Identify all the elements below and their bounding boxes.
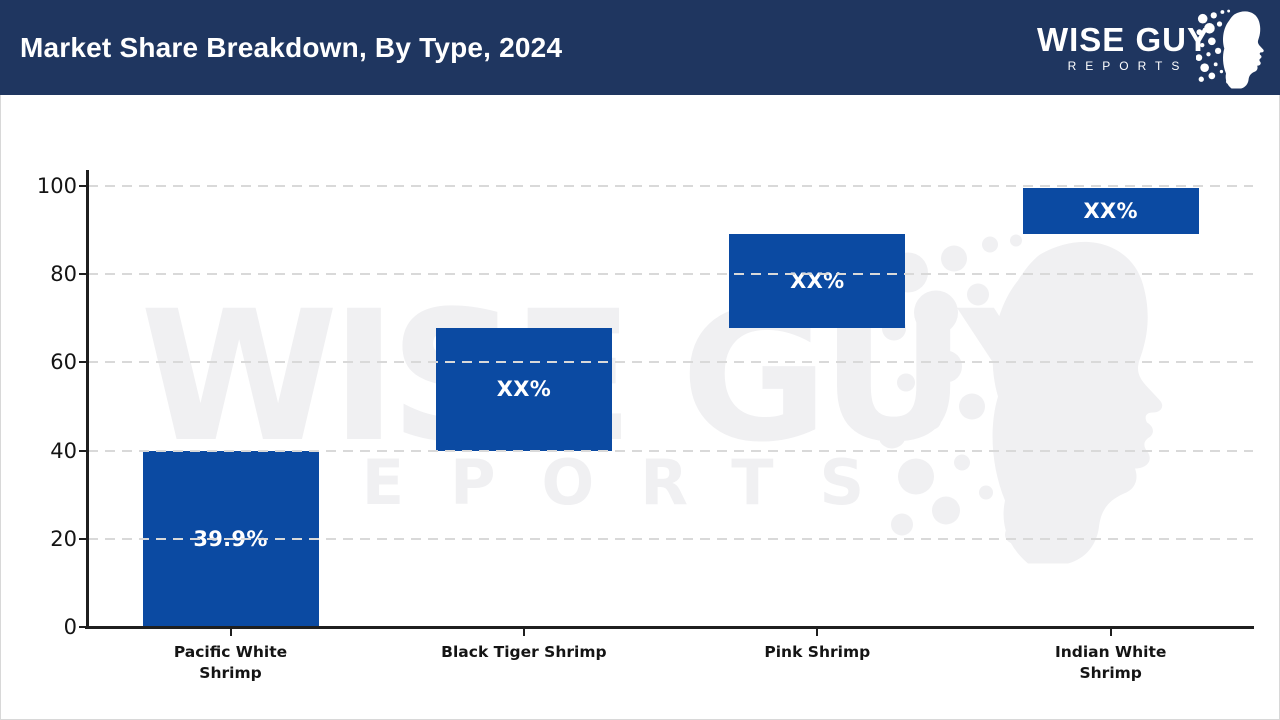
- logo-wordmark: WISE GUY: [1036, 21, 1210, 58]
- y-tick-label: 0: [63, 615, 77, 639]
- x-category-label: Pink Shrimp: [667, 642, 967, 663]
- y-axis-tick: [79, 449, 87, 452]
- gridline: [88, 185, 1253, 187]
- y-tick-label: 40: [50, 438, 77, 463]
- x-axis-tick: [1109, 629, 1112, 636]
- y-tick-label: 100: [36, 174, 77, 198]
- x-category-label-line: Pacific White: [173, 643, 288, 661]
- y-axis-tick: [79, 626, 87, 628]
- bar-value-label: XX%: [790, 268, 845, 293]
- x-category-label: Black Tiger Shrimp: [374, 642, 674, 663]
- x-category-label-line: Shrimp: [199, 664, 262, 682]
- x-axis-tick: [522, 629, 525, 636]
- x-axis-tick: [229, 629, 232, 636]
- watermark-subtext: REPORTS: [268, 446, 911, 519]
- x-category-label-line: Shrimp: [1079, 664, 1142, 682]
- brand-logo: WISE GUY REPORTS: [1037, 7, 1268, 89]
- x-category-label-line: Indian White: [1054, 643, 1167, 661]
- x-category-label-line: Pink Shrimp: [764, 643, 871, 661]
- gridline: [88, 537, 1253, 540]
- header-bar: Market Share Breakdown, By Type, 2024 WI…: [0, 0, 1280, 95]
- y-tick-label: 60: [50, 350, 77, 375]
- y-axis-tick: [79, 273, 87, 276]
- bar-value-label: XX%: [496, 377, 552, 402]
- y-tick-label: 20: [50, 526, 77, 551]
- x-axis-tick: [816, 629, 819, 636]
- gridline: [88, 449, 1253, 452]
- logo-text: WISE GUY REPORTS: [1037, 23, 1210, 72]
- chart-area: WISE GUY REPORTS 0 20 40 60 80 100 39.9% Pacifi…: [0, 95, 1280, 720]
- y-axis-tick: [79, 185, 87, 187]
- x-category-label: Indian White Shrimp: [961, 642, 1261, 684]
- bar-segment: XX%: [729, 234, 906, 328]
- gridline: [88, 273, 1253, 276]
- page-title: Market Share Breakdown, By Type, 2024: [20, 31, 563, 63]
- y-axis-line: [86, 170, 89, 629]
- x-category-label-line: Black Tiger Shrimp: [441, 643, 607, 661]
- x-axis-line: [85, 626, 1254, 629]
- bar-segment: XX%: [1022, 187, 1199, 235]
- gridline: [88, 361, 1253, 364]
- y-axis-tick: [79, 537, 87, 540]
- y-tick-label: 80: [50, 262, 77, 287]
- logo-subtext: REPORTS: [1067, 59, 1189, 73]
- x-category-label: Pacific White Shrimp: [81, 642, 381, 684]
- y-axis-tick: [79, 361, 87, 364]
- bar-segment: XX%: [435, 327, 612, 452]
- bar-value-label: XX%: [1083, 198, 1138, 223]
